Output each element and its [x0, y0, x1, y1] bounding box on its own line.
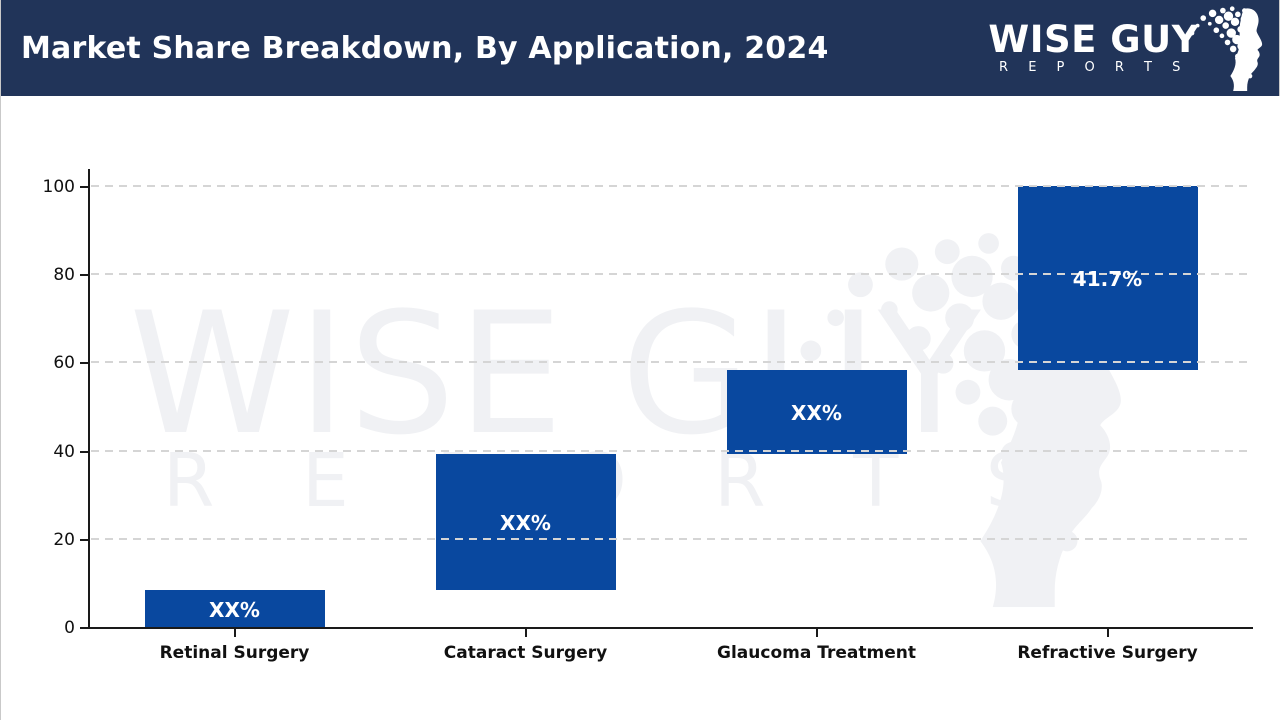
watermark-face-icon	[753, 226, 1125, 608]
y-tick-label-80: 80	[53, 265, 75, 286]
header: Market Share Breakdown, By Application, …	[1, 0, 1279, 96]
x-axis-spine	[88, 627, 1253, 629]
logo-tagline: R E P O R T S	[999, 60, 1189, 76]
y-axis-spine	[88, 169, 90, 629]
y-tick-100	[80, 186, 88, 188]
x-tick-1	[233, 629, 236, 637]
chart-title: Market Share Breakdown, By Application, …	[21, 30, 829, 66]
y-tick-label-100: 100	[42, 177, 75, 197]
x-tick-4	[1106, 629, 1109, 637]
y-tick-label-20: 20	[53, 529, 75, 550]
y-tick-label-60: 60	[53, 353, 75, 374]
y-tick-0	[80, 627, 88, 629]
x-tick-3	[815, 629, 818, 637]
category-label-4: Refractive Surgery	[1017, 643, 1198, 663]
x-tick-2	[524, 629, 527, 637]
y-tick-label-0: 0	[64, 618, 75, 638]
category-label-1: Retinal Surgery	[159, 643, 310, 663]
category-label-3: Glaucoma Treatment	[717, 643, 916, 663]
logo-name: WISE GUY	[988, 17, 1199, 61]
waterfall-chart: WISE GUY R E P O R T S 0 20 40 60 80 100 Retin…	[1, 96, 1280, 720]
y-tick-label-40: 40	[53, 441, 75, 462]
gridline-100	[91, 185, 1253, 187]
y-tick-20	[80, 538, 88, 541]
wise-guy-reports-logo: WISE GUY R E P O R T S	[988, 4, 1269, 92]
y-tick-60	[80, 362, 88, 365]
y-tick-80	[80, 274, 88, 277]
bar-segment-1	[144, 590, 325, 627]
bar-value-label-1: XX%	[209, 597, 260, 622]
y-tick-40	[80, 450, 88, 453]
category-label-2: Cataract Surgery	[443, 643, 608, 663]
logo-text: WISE GUY R E P O R T S	[988, 17, 1199, 76]
